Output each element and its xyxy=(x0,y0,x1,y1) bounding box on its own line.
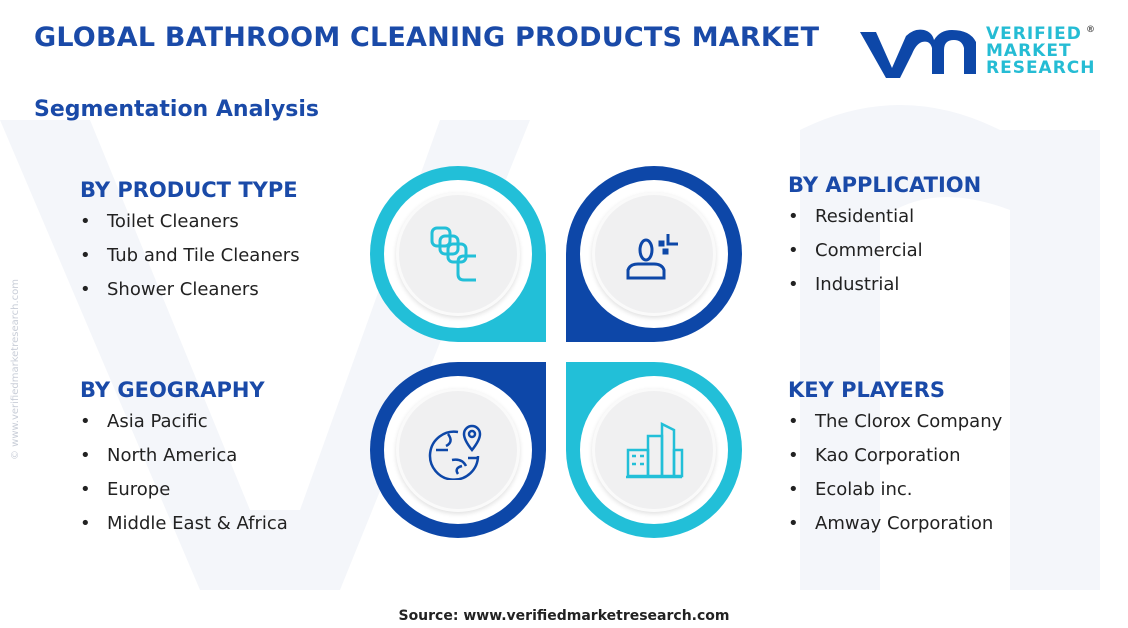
logo-line-1: VERIFIED xyxy=(986,24,1082,44)
page-subtitle: Segmentation Analysis xyxy=(34,97,320,122)
logo-line-3: RESEARCH xyxy=(986,58,1096,78)
list-item: Tub and Tile Cleaners xyxy=(80,244,300,278)
section-heading: BY APPLICATION xyxy=(788,173,982,197)
cleaning-pads-icon xyxy=(430,226,476,282)
user-icon xyxy=(626,234,678,280)
quadrant-application xyxy=(566,166,742,342)
quadrant-key-players xyxy=(566,362,742,538)
section-heading: KEY PLAYERS xyxy=(788,378,945,402)
list-item: Residential xyxy=(788,205,981,239)
list-item: North America xyxy=(80,444,288,478)
vmr-logo-mark-icon xyxy=(860,29,976,79)
list-item: Commercial xyxy=(788,239,981,273)
section-heading: BY PRODUCT TYPE xyxy=(80,178,298,202)
page-title: GLOBAL BATHROOM CLEANING PRODUCTS MARKET xyxy=(34,22,820,53)
list-item: Toilet Cleaners xyxy=(80,210,300,244)
globe-pin-icon xyxy=(428,424,482,480)
source-footer: Source: www.verifiedmarketresearch.com xyxy=(398,608,730,624)
list-item: Ecolab inc. xyxy=(788,478,1002,512)
buildings-icon xyxy=(626,421,684,479)
list-item: The Clorox Company xyxy=(788,410,1002,444)
registered-mark: ® xyxy=(1086,25,1095,35)
quadrant-product-type xyxy=(370,166,546,342)
list-item: Shower Cleaners xyxy=(80,278,300,312)
side-watermark: © www.verifiedmarketresearch.com xyxy=(10,278,21,460)
section-heading: BY GEOGRAPHY xyxy=(80,378,265,402)
section-product-type: BY PRODUCT TYPE Toilet Cleaners Tub and … xyxy=(80,178,300,312)
logo-line-2: MARKET xyxy=(986,41,1072,61)
section-application: BY APPLICATION Residential Commercial In… xyxy=(788,173,981,307)
list-item: Middle East & Africa xyxy=(80,512,288,546)
section-geography: BY GEOGRAPHY Asia Pacific North America … xyxy=(80,378,288,546)
list-item: Kao Corporation xyxy=(788,444,1002,478)
list-item: Asia Pacific xyxy=(80,410,288,444)
list-item: Europe xyxy=(80,478,288,512)
quadrant-geography xyxy=(370,362,546,538)
list-item: Industrial xyxy=(788,273,981,307)
vmr-logo: VERIFIED MARKET RESEARCH ® xyxy=(858,24,1098,82)
list-item: Amway Corporation xyxy=(788,512,1002,546)
section-key-players: KEY PLAYERS The Clorox Company Kao Corpo… xyxy=(788,378,1002,546)
